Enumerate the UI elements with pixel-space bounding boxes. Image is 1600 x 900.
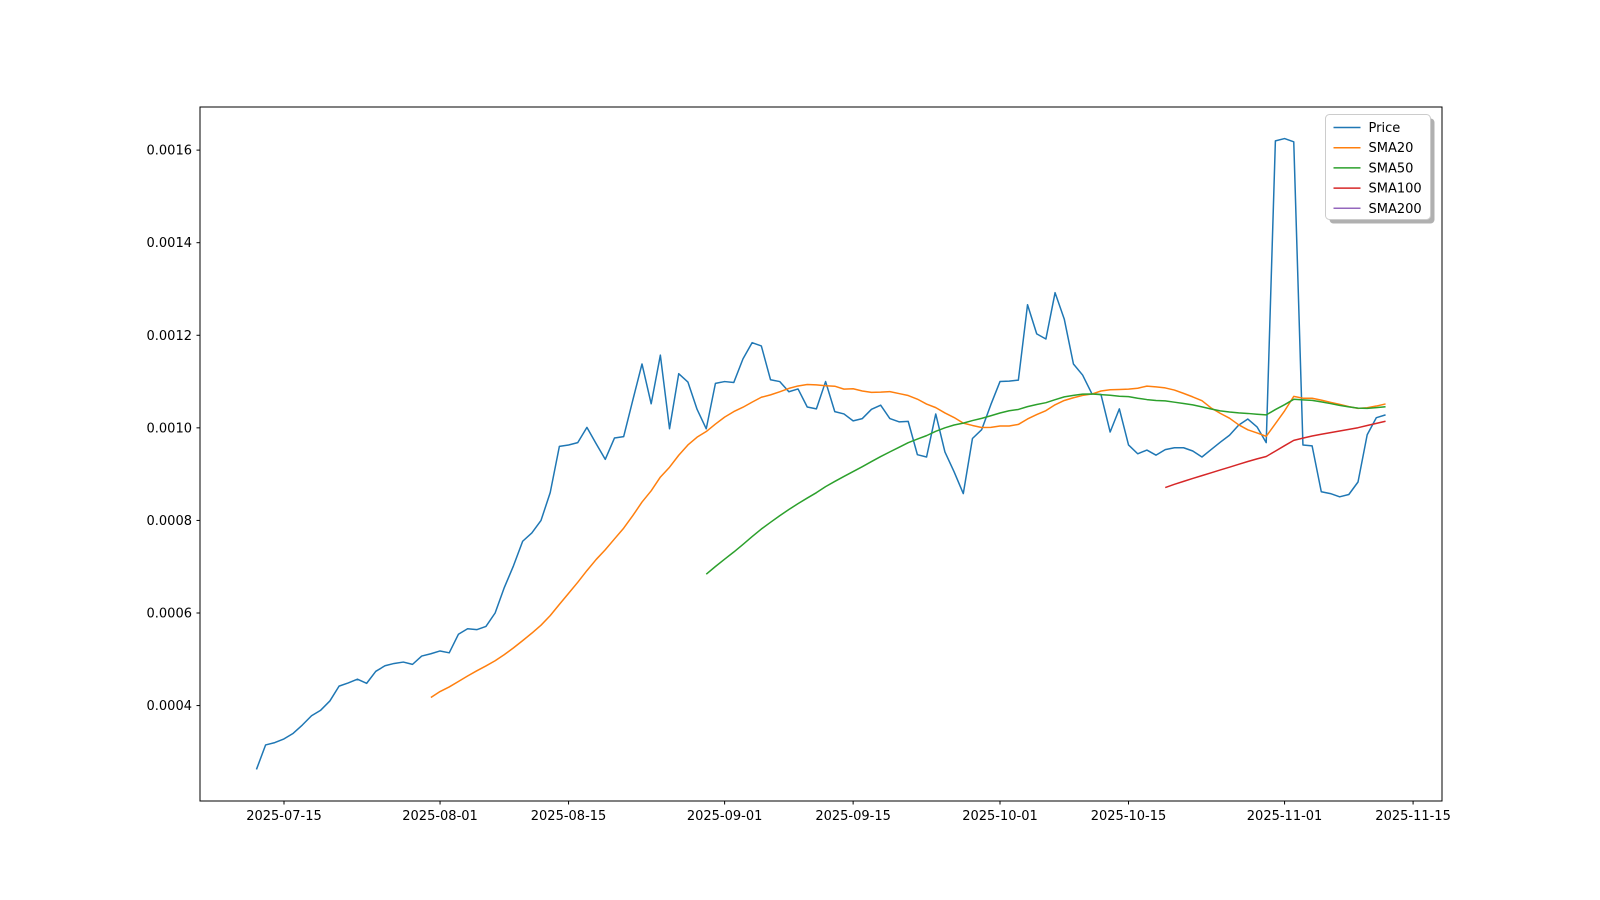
x-axis-tick-label: 2025-09-01	[687, 809, 763, 824]
y-axis-tick-label: 0.0006	[147, 607, 193, 622]
legend-entry-label: SMA200	[1369, 202, 1422, 217]
x-axis-tick-label: 2025-08-15	[531, 809, 607, 824]
x-axis-tick-label: 2025-07-15	[246, 809, 322, 824]
x-axis-tick-label: 2025-10-15	[1091, 809, 1167, 824]
legend-entry-label: SMA50	[1369, 161, 1414, 176]
y-axis-tick-label: 0.0014	[147, 236, 193, 251]
legend-entry-sma200: SMA200	[1333, 202, 1422, 217]
y-axis-tick-label: 0.0010	[147, 421, 193, 436]
y-axis-tick-label: 0.0012	[147, 329, 193, 344]
price-line	[255, 137, 1386, 770]
legend-entry-sma50: SMA50	[1333, 161, 1414, 176]
legend-entry-label: SMA100	[1369, 182, 1422, 197]
sma20-line	[430, 383, 1386, 699]
legend-entry-sma100: SMA100	[1333, 182, 1422, 197]
legend-entry-price: Price	[1333, 121, 1401, 136]
sma50-line	[705, 393, 1386, 575]
sma100-line	[1164, 420, 1386, 489]
x-axis: 2025-07-15 2025-08-01 2025-08-15 2025-09-01…	[246, 801, 1451, 824]
y-axis-tick-label: 0.0008	[147, 514, 193, 529]
legend-entry-sma20: SMA20	[1333, 141, 1414, 156]
x-axis-tick-label: 2025-11-01	[1247, 809, 1323, 824]
legend: Price SMA20 SMA50 SMA100 SMA200	[1325, 114, 1435, 224]
x-axis-tick-label: 2025-11-15	[1375, 809, 1451, 824]
legend-entry-label: Price	[1369, 121, 1401, 136]
x-axis-tick-label: 2025-10-01	[962, 809, 1038, 824]
legend-entry-label: SMA20	[1369, 141, 1414, 156]
x-axis-tick-label: 2025-08-01	[402, 809, 478, 824]
legend-box	[1325, 114, 1431, 220]
axes	[199, 106, 1443, 802]
y-axis: 0.0004 0.0006 0.0008 0.0010 0.0012 0.0014 0.00…	[147, 144, 200, 714]
x-axis-tick-label: 2025-09-15	[815, 809, 891, 824]
series-lines	[255, 137, 1386, 770]
plot-frame	[199, 106, 1443, 802]
y-axis-tick-label: 0.0004	[147, 699, 193, 714]
y-axis-tick-label: 0.0016	[147, 144, 193, 159]
